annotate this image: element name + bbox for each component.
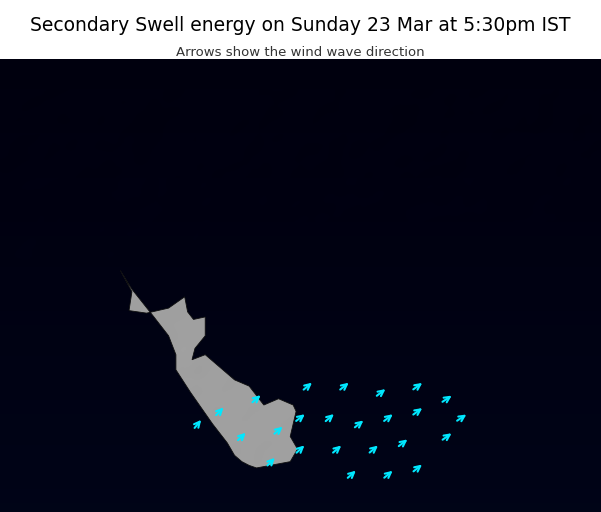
Text: Secondary Swell energy on Sunday 23 Mar at 5:30pm IST: Secondary Swell energy on Sunday 23 Mar … bbox=[30, 16, 571, 35]
Text: Arrows show the wind wave direction: Arrows show the wind wave direction bbox=[176, 46, 425, 59]
Polygon shape bbox=[120, 270, 297, 468]
